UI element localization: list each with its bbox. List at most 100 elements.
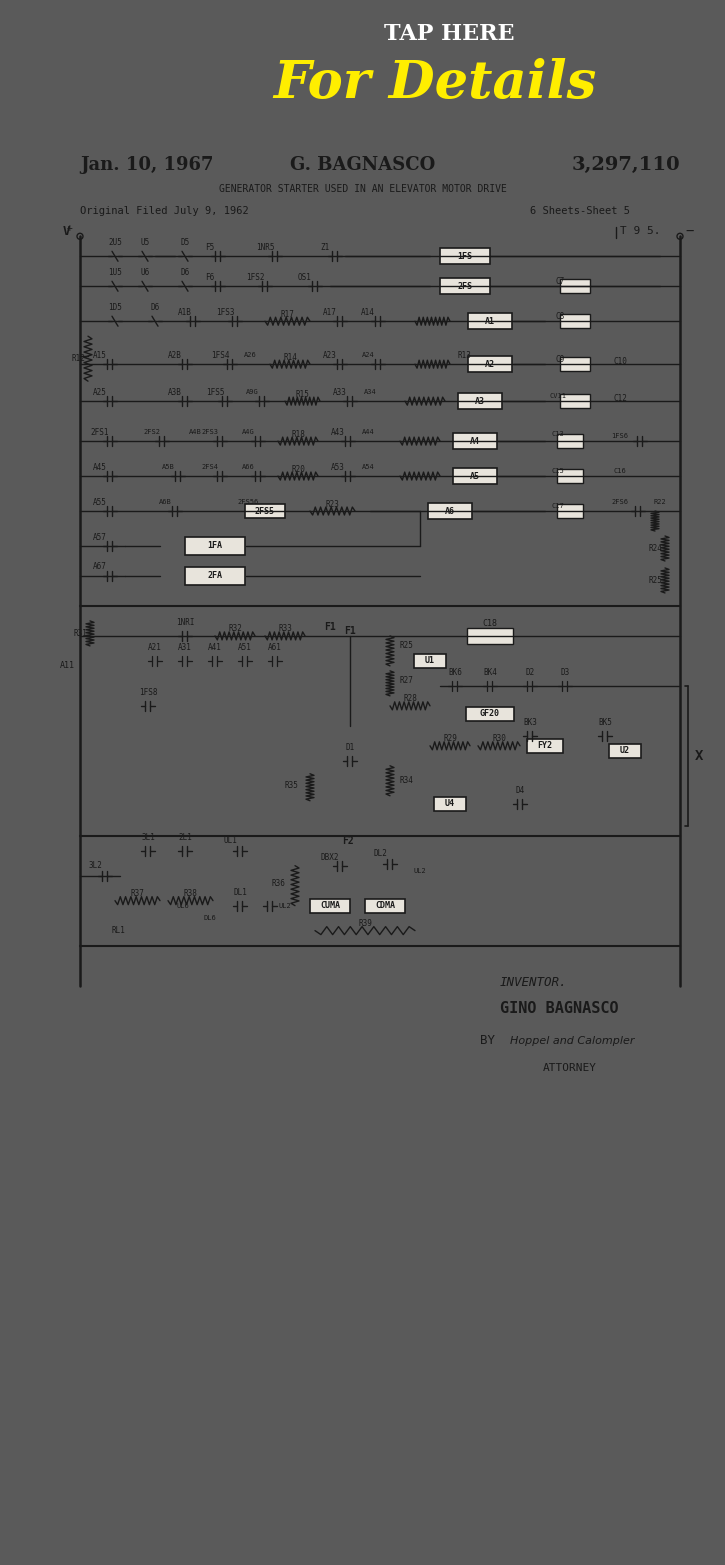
Text: CUMA: CUMA: [320, 901, 340, 911]
Bar: [609, 743, 641, 757]
Text: C8: C8: [555, 311, 565, 321]
Bar: [185, 537, 245, 556]
Text: Hoppel and Calompler: Hoppel and Calompler: [510, 1036, 634, 1045]
Text: DBX2: DBX2: [320, 853, 339, 862]
Text: X: X: [695, 748, 703, 762]
Text: A45: A45: [93, 463, 107, 471]
Text: BK5: BK5: [598, 718, 612, 726]
Text: 2FS56: 2FS56: [237, 499, 259, 505]
Text: A2B: A2B: [168, 351, 182, 360]
Text: D4: D4: [515, 786, 525, 795]
Text: A23: A23: [323, 351, 337, 360]
Text: A11: A11: [60, 662, 75, 670]
Bar: [468, 357, 512, 372]
Text: 1FS4: 1FS4: [211, 351, 229, 360]
Text: R17: R17: [281, 310, 294, 319]
Text: A43: A43: [331, 427, 345, 437]
Text: DL6: DL6: [204, 914, 216, 920]
Text: A17: A17: [323, 308, 337, 316]
Text: GF20: GF20: [480, 709, 500, 718]
Text: A21: A21: [148, 643, 162, 653]
Text: C12: C12: [613, 394, 627, 402]
Text: R12: R12: [71, 354, 85, 363]
Text: R35: R35: [284, 781, 298, 790]
Text: CV11: CV11: [550, 393, 566, 399]
Text: A4B: A4B: [188, 429, 202, 435]
Bar: [440, 249, 490, 264]
Text: U4: U4: [445, 800, 455, 808]
Text: F2: F2: [342, 836, 354, 845]
Text: C7: C7: [555, 277, 565, 286]
Text: 2U5: 2U5: [108, 238, 122, 247]
Bar: [245, 504, 285, 518]
Text: R29: R29: [443, 734, 457, 743]
Text: −: −: [685, 224, 693, 238]
Text: 2FS1: 2FS1: [91, 427, 109, 437]
Text: UL1: UL1: [223, 836, 237, 845]
Text: A5B: A5B: [162, 465, 175, 470]
Text: A53: A53: [331, 463, 345, 471]
Text: R30: R30: [492, 734, 506, 743]
Text: FY2: FY2: [537, 742, 552, 750]
Text: A3: A3: [475, 396, 485, 405]
Text: 6 Sheets-Sheet 5: 6 Sheets-Sheet 5: [530, 207, 630, 216]
Text: R39: R39: [358, 919, 372, 928]
Text: For Details: For Details: [273, 58, 597, 108]
Text: R38: R38: [183, 889, 197, 898]
Text: A14: A14: [361, 308, 375, 316]
Bar: [453, 468, 497, 484]
Bar: [185, 567, 245, 585]
Text: A66: A66: [241, 465, 254, 470]
Bar: [557, 434, 583, 448]
Text: F1: F1: [324, 621, 336, 632]
Text: R18: R18: [291, 430, 305, 438]
Text: 1NRI: 1NRI: [175, 618, 194, 628]
Text: R33: R33: [278, 624, 292, 634]
Text: R22: R22: [654, 499, 666, 505]
Text: A26: A26: [244, 352, 257, 358]
Text: 1FS8: 1FS8: [138, 689, 157, 696]
Text: A4G: A4G: [241, 429, 254, 435]
Text: C10: C10: [613, 357, 627, 366]
Text: DL2: DL2: [373, 850, 387, 858]
Text: U5: U5: [141, 238, 149, 247]
Text: A67: A67: [93, 562, 107, 571]
Text: R34: R34: [400, 776, 414, 786]
Text: C9: C9: [555, 355, 565, 363]
Text: 3L2: 3L2: [88, 861, 102, 870]
Text: R37: R37: [130, 889, 144, 898]
Text: 1U5: 1U5: [108, 268, 122, 277]
Text: D6: D6: [150, 304, 160, 313]
Text: R23: R23: [326, 499, 339, 509]
Text: U1: U1: [425, 656, 435, 665]
Text: R25: R25: [648, 576, 662, 585]
Text: 2FS5: 2FS5: [255, 507, 275, 515]
Text: 2L1: 2L1: [178, 833, 192, 842]
Text: GINO BAGNASCO: GINO BAGNASCO: [500, 1000, 618, 1016]
Text: OS1: OS1: [298, 272, 312, 282]
Bar: [467, 628, 513, 643]
Text: A6: A6: [445, 507, 455, 515]
Text: A24: A24: [362, 352, 374, 358]
Text: A44: A44: [362, 429, 374, 435]
Text: 1D5: 1D5: [108, 304, 122, 313]
Text: C17: C17: [552, 502, 564, 509]
Text: DL1: DL1: [233, 887, 247, 897]
Bar: [414, 654, 446, 668]
Bar: [458, 393, 502, 408]
Bar: [527, 739, 563, 753]
Text: A5: A5: [470, 471, 480, 480]
Text: A31: A31: [178, 643, 192, 653]
Bar: [468, 313, 512, 329]
Bar: [560, 279, 590, 293]
Text: UL2: UL2: [414, 867, 426, 873]
Text: 1FS: 1FS: [457, 252, 473, 261]
Text: R27: R27: [400, 676, 414, 685]
Text: C15: C15: [552, 468, 564, 474]
Text: C13: C13: [552, 430, 564, 437]
Text: A55: A55: [93, 498, 107, 507]
Bar: [434, 797, 466, 811]
Bar: [560, 315, 590, 329]
Text: 1FS2: 1FS2: [246, 272, 264, 282]
Text: R15: R15: [296, 390, 310, 399]
